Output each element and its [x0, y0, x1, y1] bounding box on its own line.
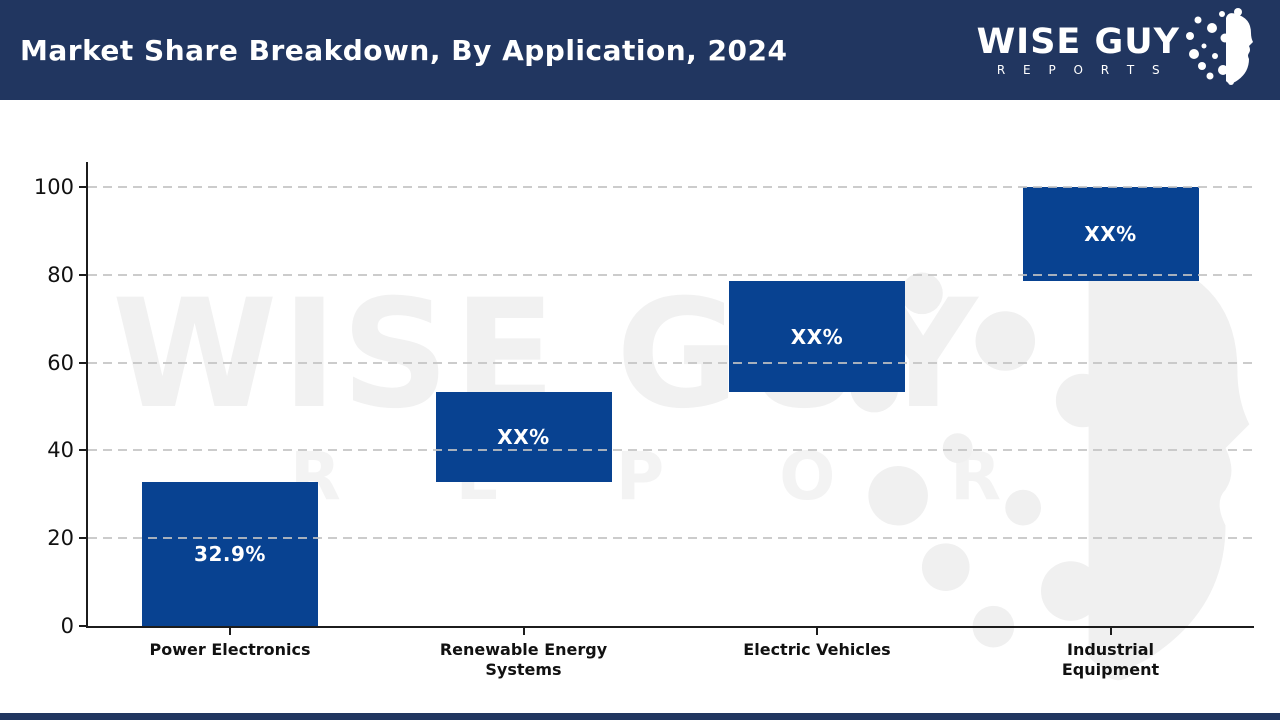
bar-value-label: 32.9% [194, 541, 266, 566]
header: Market Share Breakdown, By Application, … [0, 0, 1280, 100]
y-tick-mark [79, 625, 87, 627]
y-tick-label: 20 [47, 526, 74, 551]
y-axis [86, 162, 88, 628]
x-category-label: Power Electronics [149, 640, 311, 659]
x-tick-mark [816, 628, 818, 635]
y-tick-mark [79, 449, 87, 452]
x-tick-mark [229, 628, 231, 635]
bar: XX% [1022, 187, 1199, 282]
gridline [88, 273, 1254, 276]
x-tick-mark [1109, 628, 1112, 635]
bar: XX% [729, 281, 905, 393]
bar: XX% [435, 392, 612, 482]
brand-wordmark: WISE GUY [976, 21, 1180, 62]
footer-bar [0, 713, 1280, 720]
y-tick-label: 100 [33, 175, 74, 199]
bar-value-label: XX% [497, 424, 550, 449]
x-category-label: Renewable Energy Systems [439, 640, 608, 679]
x-category-label: Electric Vehicles [743, 640, 891, 659]
gridline [88, 361, 1254, 364]
x-category-label: Industrial Equipment [1061, 640, 1160, 679]
x-tick-mark [522, 628, 525, 635]
chart-area: WISE GUY R E P O R T S 0 20 40 60 80 100 32.9%… [0, 100, 1280, 714]
gridline [88, 449, 1254, 452]
y-tick-mark [79, 186, 87, 188]
brand-logo: WISE GUY R E P O R T S [977, 6, 1254, 94]
y-tick-label: 40 [47, 438, 74, 463]
gridline [88, 186, 1254, 188]
x-axis [86, 626, 1254, 628]
gridline [88, 537, 1254, 540]
bar: 32.9% [142, 481, 318, 626]
y-tick-mark [79, 361, 87, 364]
y-tick-mark [79, 537, 87, 540]
bar-value-label: XX% [790, 324, 844, 349]
head-dots-icon [1182, 6, 1254, 94]
y-tick-label: 80 [47, 262, 74, 287]
brand-reports-label: R E P O R T S [996, 62, 1167, 77]
y-tick-label: 0 [60, 614, 74, 638]
bar-value-label: XX% [1084, 222, 1137, 247]
y-tick-label: 60 [47, 350, 74, 375]
y-tick-mark [79, 273, 87, 276]
page-title: Market Share Breakdown, By Application, … [20, 33, 788, 67]
